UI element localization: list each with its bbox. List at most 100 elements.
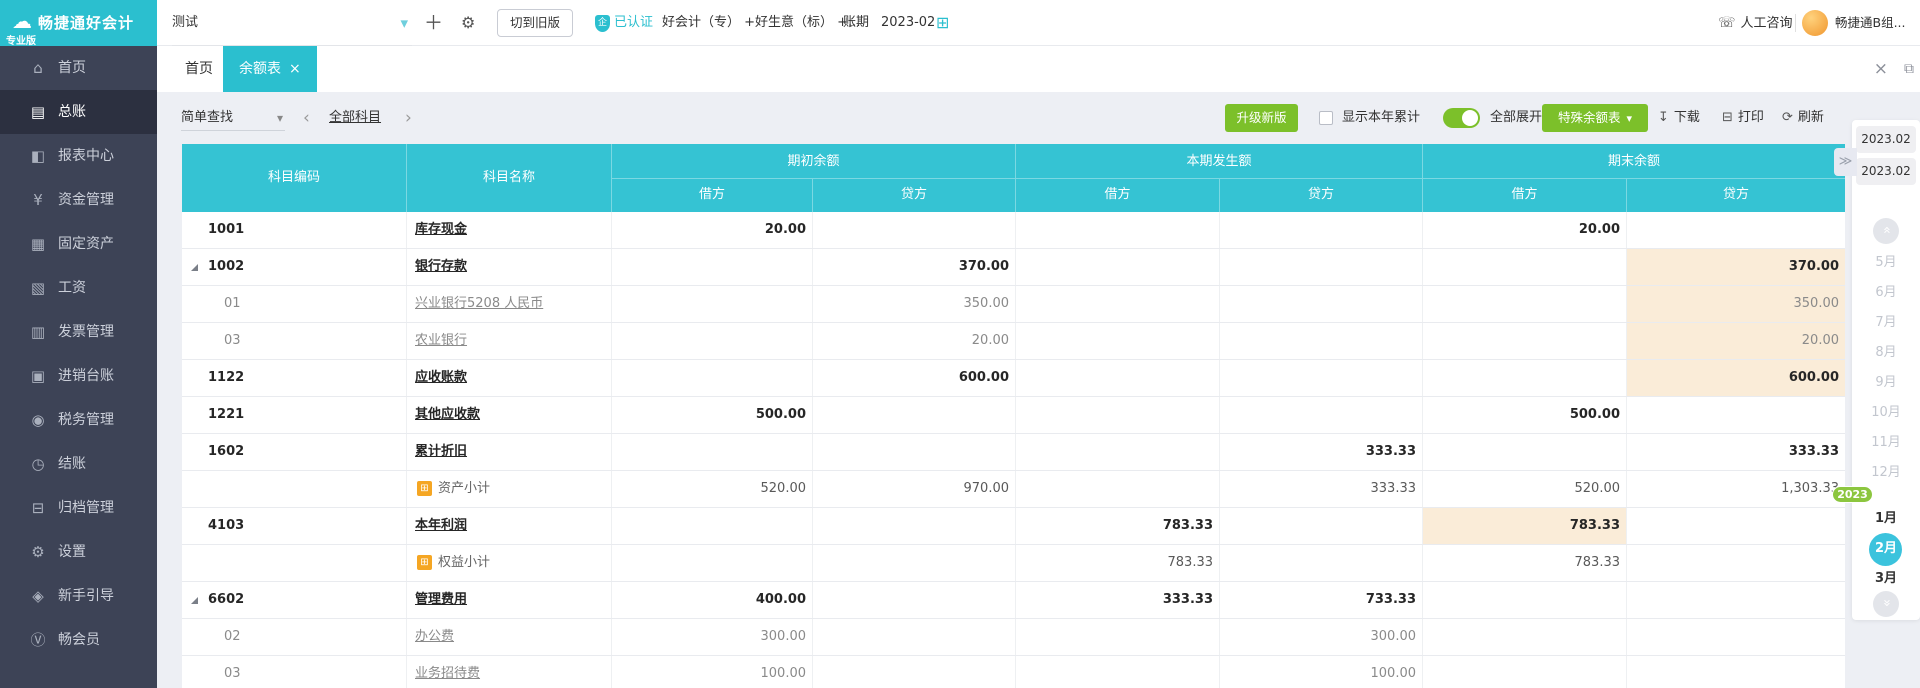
month-item[interactable]: 5月 <box>1875 255 1897 270</box>
period-box-top[interactable]: 2023.02 <box>1856 126 1916 153</box>
table-row[interactable]: 1002 银行存款 370.00 370.00 <box>182 249 1845 286</box>
show-annual-label[interactable]: 显示本年累计 <box>1342 110 1421 125</box>
sidebar-item-member[interactable]: Ⓥ 畅会员 <box>0 618 157 662</box>
sidebar-item-fixed-assets[interactable]: ▦ 固定资产 <box>0 222 157 266</box>
table-row[interactable]: ⊞ 权益小计 783.33 783.33 <box>182 545 1845 582</box>
table-row[interactable]: 02 办公费 300.00 300.00 <box>182 619 1845 656</box>
table-row[interactable]: 4103 本年利润 783.33 783.33 <box>182 508 1845 545</box>
account-name-link[interactable]: 本年利润 <box>415 518 468 533</box>
table-row[interactable]: 1221 其他应收款 500.00 500.00 <box>182 397 1845 434</box>
sidebar-item-label: 进销台账 <box>58 368 114 384</box>
sidebar-item-archive[interactable]: ⊟ 归档管理 <box>0 486 157 530</box>
month-item[interactable]: 12月 <box>1871 465 1901 480</box>
sidebar-item-ledger[interactable]: ▤ 总账 <box>0 90 157 134</box>
close-tab-icon[interactable]: × <box>289 61 301 77</box>
table-row[interactable]: 1122 应收账款 600.00 600.00 <box>182 360 1845 397</box>
month-item-active[interactable]: 2月 <box>1852 533 1920 566</box>
sidebar-item-label: 新手引导 <box>58 588 114 604</box>
cell-amount <box>611 360 812 396</box>
sidebar-item-inventory[interactable]: ▣ 进销台账 <box>0 354 157 398</box>
expand-icon[interactable] <box>191 597 198 604</box>
add-account-set-button[interactable]: ＋ <box>424 12 444 34</box>
upgrade-button[interactable]: 升级新版 <box>1225 104 1298 132</box>
prev-subject-icon[interactable]: ‹ <box>303 108 310 128</box>
special-balance-button[interactable]: 特殊余额表 ▾ <box>1542 104 1648 132</box>
account-name-link[interactable]: 银行存款 <box>415 259 468 274</box>
col-group-period: 本期发生额 <box>1015 144 1422 178</box>
download-button[interactable]: ↧ 下载 <box>1658 110 1700 125</box>
account-name-link[interactable]: 管理费用 <box>415 592 468 607</box>
month-item[interactable]: 3月 <box>1852 566 1920 592</box>
account-name-link[interactable]: 累计折旧 <box>415 444 468 459</box>
sidebar-item-label: 工资 <box>58 280 86 296</box>
support-link[interactable]: ☏ 人工咨询 <box>1718 15 1793 31</box>
avatar[interactable] <box>1802 10 1828 36</box>
sidebar-item-payroll[interactable]: ▧ 工资 <box>0 266 157 310</box>
sidebar-item-label: 总账 <box>58 104 86 120</box>
workspace-select[interactable]: 测试 ▾ <box>172 0 412 46</box>
month-item[interactable]: 11月 <box>1871 435 1901 450</box>
account-name-link[interactable]: 兴业银行5208 人民币 <box>415 296 544 311</box>
close-icon[interactable]: × <box>1873 59 1888 79</box>
top-bar: ☁ 畅捷通好会计 专业版 测试 ▾ ＋ ⚙ 切到旧版 企 已认证 好会计（专） … <box>0 0 1920 47</box>
expand-all-toggle[interactable] <box>1443 108 1480 128</box>
cell-account-code <box>182 545 406 581</box>
account-name-link[interactable]: 办公费 <box>415 629 455 644</box>
cell-amount <box>812 582 1015 618</box>
table-row[interactable]: ⊞ 资产小计 520.00 970.00 333.33 520.00 1,303.33 <box>182 471 1845 508</box>
month-item[interactable]: 8月 <box>1875 345 1897 360</box>
print-button[interactable]: ⊟ 打印 <box>1722 110 1764 125</box>
month-item[interactable]: 1月 <box>1852 506 1920 532</box>
subject-scope-link[interactable]: 全部科目 <box>329 110 382 125</box>
sidebar-item-tax[interactable]: ◉ 税务管理 <box>0 398 157 442</box>
tab-balance-sheet[interactable]: 余额表 × <box>223 46 317 92</box>
account-name-link[interactable]: 农业银行 <box>415 333 468 348</box>
fullscreen-icon[interactable]: ⧉ <box>1904 61 1914 77</box>
month-item[interactable]: 7月 <box>1875 315 1897 330</box>
table-row[interactable]: 03 农业银行 20.00 20.00 <box>182 323 1845 360</box>
cell-amount <box>1015 212 1219 248</box>
scroll-months-up-icon[interactable]: « <box>1873 218 1899 244</box>
table-row[interactable]: 1001 库存现金 20.00 20.00 <box>182 212 1845 249</box>
month-item[interactable]: 10月 <box>1871 405 1901 420</box>
cell-amount <box>611 323 812 359</box>
account-name-link[interactable]: 库存现金 <box>415 222 468 237</box>
username[interactable]: 畅捷通B组... <box>1835 15 1906 30</box>
expand-icon[interactable] <box>191 264 198 271</box>
sidebar-item-home[interactable]: ⌂ 首页 <box>0 46 157 90</box>
sidebar-item-closing[interactable]: ◷ 结账 <box>0 442 157 486</box>
period-value[interactable]: 2023-02 <box>881 15 936 30</box>
brand-logo[interactable]: ☁ 畅捷通好会计 专业版 <box>0 0 157 47</box>
account-name-link[interactable]: 应收账款 <box>415 370 468 385</box>
refresh-button[interactable]: ⟳ 刷新 <box>1782 110 1824 125</box>
sidebar-item-reports[interactable]: ◧ 报表中心 <box>0 134 157 178</box>
sidebar-item-settings[interactable]: ⚙ 设置 <box>0 530 157 574</box>
table-row[interactable]: 01 兴业银行5208 人民币 350.00 350.00 <box>182 286 1845 323</box>
account-name-link[interactable]: 业务招待费 <box>415 666 481 681</box>
month-item[interactable]: 6月 <box>1875 285 1897 300</box>
calendar-icon[interactable]: ⊞ <box>936 13 950 32</box>
switch-old-version-button[interactable]: 切到旧版 <box>497 9 574 37</box>
subtotal-icon: ⊞ <box>417 481 432 496</box>
period-box-bottom[interactable]: 2023.02 <box>1856 158 1916 185</box>
month-item[interactable]: 9月 <box>1875 375 1897 390</box>
tab-home[interactable]: 首页 <box>185 61 213 77</box>
table-row[interactable]: 6602 管理费用 400.00 333.33 733.33 <box>182 582 1845 619</box>
sidebar-item-guide[interactable]: ◈ 新手引导 <box>0 574 157 618</box>
search-mode-select[interactable]: 简单查找 ▾ <box>181 105 285 131</box>
sidebar-item-funds[interactable]: ¥ 资金管理 <box>0 178 157 222</box>
cell-amount <box>1422 656 1626 688</box>
settings-gear-icon[interactable]: ⚙ <box>461 13 476 32</box>
collapse-panel-icon[interactable]: ≫ <box>1834 148 1857 176</box>
show-annual-checkbox[interactable] <box>1319 111 1333 125</box>
cell-account-name: 应收账款 <box>406 360 611 396</box>
cell-amount <box>812 656 1015 688</box>
sidebar-item-invoice[interactable]: ▥ 发票管理 <box>0 310 157 354</box>
account-name-link[interactable]: 其他应收款 <box>415 407 481 422</box>
certified-badge[interactable]: 已认证 <box>614 15 654 30</box>
scroll-months-down-icon[interactable]: » <box>1873 591 1899 617</box>
table-row[interactable]: 1602 累计折旧 333.33 333.33 <box>182 434 1845 471</box>
next-subject-icon[interactable]: › <box>405 108 412 128</box>
cell-amount <box>1219 323 1422 359</box>
table-row[interactable]: 03 业务招待费 100.00 100.00 <box>182 656 1845 688</box>
